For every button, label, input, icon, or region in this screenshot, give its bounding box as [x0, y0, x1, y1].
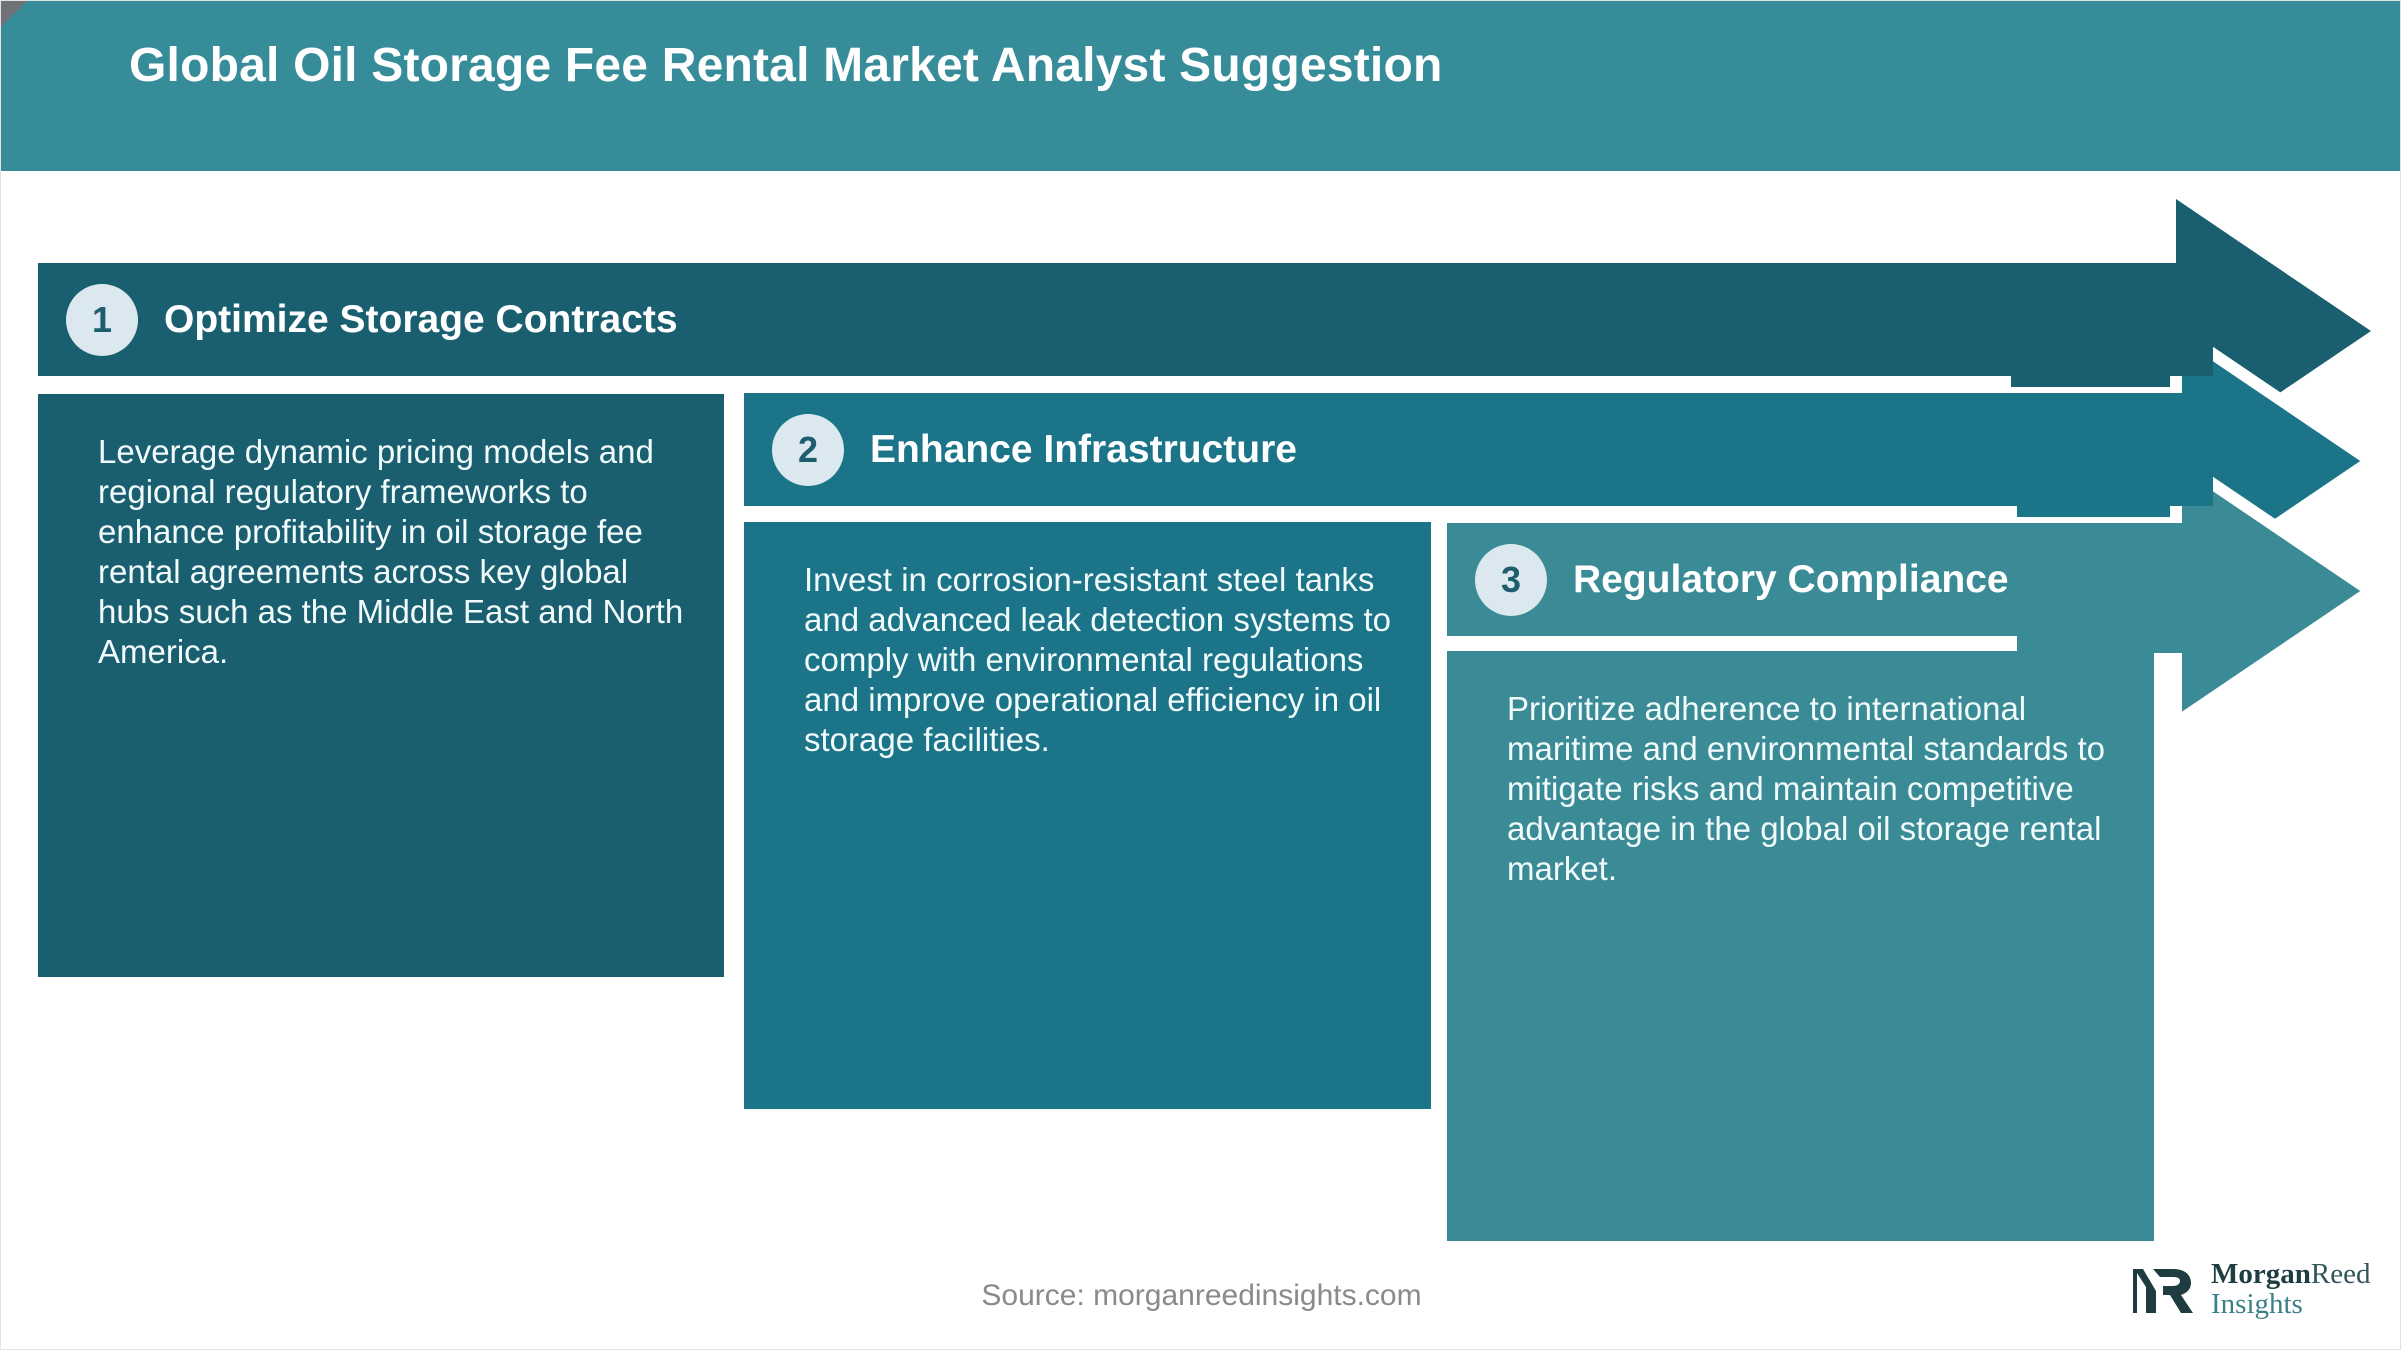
step-band-2[interactable]: 2 Enhance Infrastructure [744, 393, 2213, 506]
step-card-3: Prioritize adherence to international ma… [1447, 651, 2154, 1241]
step-body-1: Leverage dynamic pricing models and regi… [98, 433, 684, 670]
brand-logo: MorganReed Insights [2129, 1259, 2370, 1320]
step-card-2: Invest in corrosion-resistant steel tank… [744, 522, 1431, 1109]
step-body-2: Invest in corrosion-resistant steel tank… [804, 561, 1392, 758]
logo-tagline: Insights [2211, 1288, 2303, 1321]
page-title: Global Oil Storage Fee Rental Market Ana… [129, 39, 1443, 92]
step-band-1[interactable]: 1 Optimize Storage Contracts [38, 263, 2213, 376]
step-body-3: Prioritize adherence to international ma… [1507, 690, 2105, 887]
step-title-1: Optimize Storage Contracts [164, 297, 678, 341]
corner-notch-icon [1, 1, 27, 27]
step-title-2: Enhance Infrastructure [870, 427, 1297, 471]
logo-name: MorganReed [2211, 1259, 2370, 1289]
step-number-badge-2: 2 [772, 413, 844, 486]
step-card-1: Leverage dynamic pricing models and regi… [38, 394, 724, 977]
source-label: Source: morganreedinsights.com [981, 1279, 1422, 1312]
step-number-badge-3: 3 [1475, 543, 1547, 616]
step-band-3[interactable]: 3 Regulatory Compliance [1447, 523, 2213, 636]
logo-name-light: Reed [2310, 1258, 2371, 1290]
mr-monogram-icon [2133, 1269, 2193, 1314]
logo-wordmark: MorganReed Insights [2211, 1259, 2370, 1320]
step-number-badge-1: 1 [66, 283, 138, 356]
step-title-3: Regulatory Compliance [1573, 557, 2009, 601]
logo-name-bold: Morgan [2211, 1258, 2311, 1290]
header-bar [1, 1, 2400, 171]
